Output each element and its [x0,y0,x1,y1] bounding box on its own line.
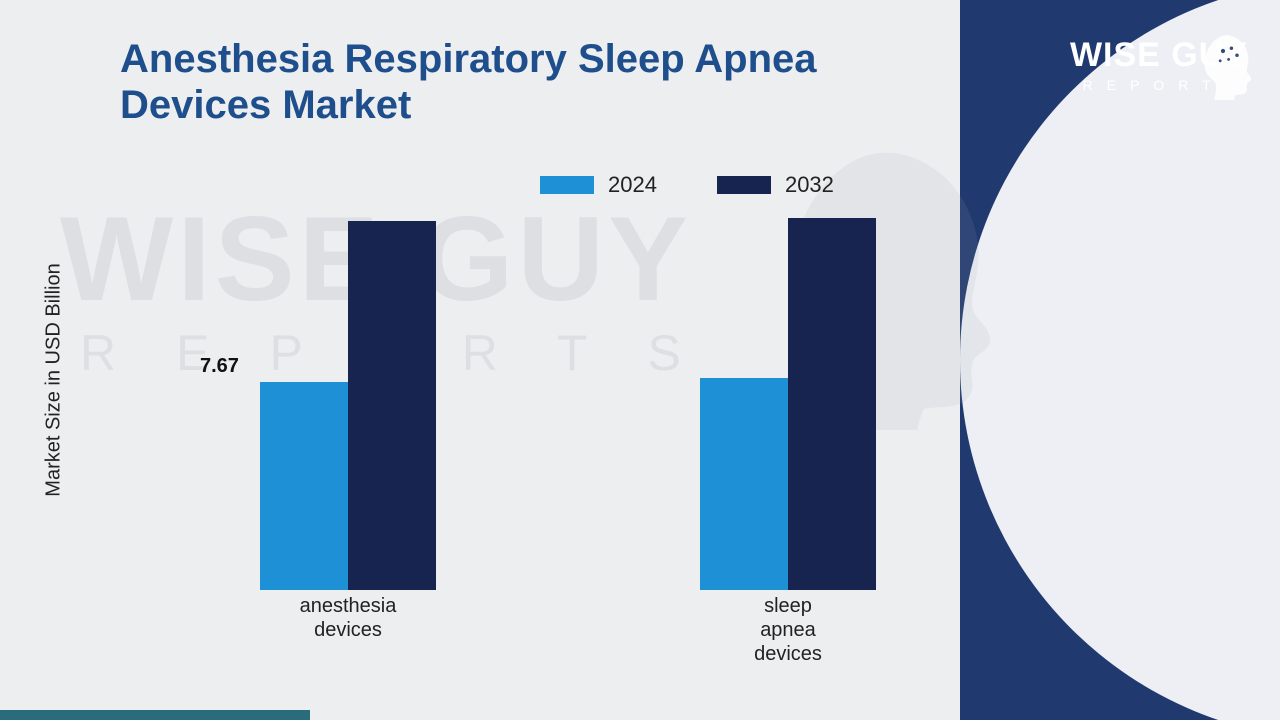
legend-item-2032: 2032 [717,172,834,198]
bar-value-label: 7.67 [200,355,239,378]
chart-plot-area: 7.67 [120,200,940,590]
brand-logo: WISE GUY REPORTS [1070,36,1248,93]
legend-swatch-2024 [540,176,594,194]
legend-label-2032: 2032 [785,172,834,198]
legend-item-2024: 2024 [540,172,657,198]
bar [700,378,788,590]
category-label: anesthesiadevices [248,594,448,642]
bar [788,218,876,590]
chart-legend: 2024 2032 [540,172,834,198]
bar-chart: 7.67 anesthesiadevicessleepapneadevices [120,200,940,620]
brand-head-icon [1188,30,1258,100]
bar-group: 7.67 [260,221,436,590]
bar-group [700,218,876,590]
page-title: Anesthesia Respiratory Sleep Apnea Devic… [120,36,880,128]
bar [348,221,436,590]
bar [260,382,348,590]
category-label: sleepapneadevices [688,594,888,666]
bottom-accent-strip [0,710,310,720]
y-axis-label: Market Size in USD Billion [43,263,66,496]
legend-swatch-2032 [717,176,771,194]
page-root: WISE GUY REPORTS WISE GUY REPORTS Anesth… [0,0,1280,720]
legend-label-2024: 2024 [608,172,657,198]
